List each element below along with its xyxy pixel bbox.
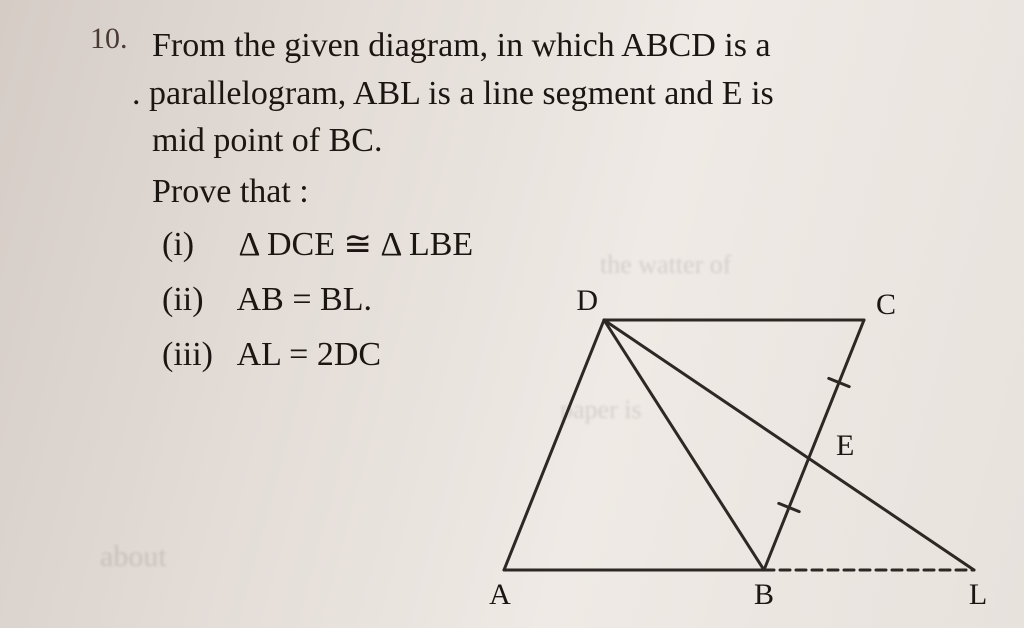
item-2-text: AB = BL.	[237, 281, 372, 318]
question-line-2-inner: parallelogram, ABL is a line segment and…	[149, 75, 774, 112]
question-line-3: mid point of BC.	[152, 122, 382, 159]
bleed-text-3: about	[100, 540, 167, 574]
svg-text:C: C	[876, 288, 896, 321]
geometry-diagram: D C E A B L	[474, 280, 994, 610]
item-3-text: AL = 2DC	[237, 336, 381, 373]
item-1-roman: (i)	[162, 219, 230, 270]
item-3-roman: (iii)	[162, 329, 230, 380]
question-number: 10.	[90, 22, 128, 56]
svg-text:D: D	[576, 284, 598, 317]
diagram-labels: D C E A B L	[489, 284, 987, 611]
svg-text:B: B	[754, 578, 774, 611]
question-line-2: . parallelogram, ABL is a line segment a…	[132, 75, 774, 112]
question-text: From the given diagram, in which ABCD is…	[152, 18, 994, 165]
item-2-roman: (ii)	[162, 274, 230, 325]
svg-text:L: L	[969, 578, 987, 611]
diagram-lines	[504, 320, 974, 570]
item-1: (i) Δ DCE ≅ Δ LBE	[162, 219, 994, 270]
item-1-text: Δ DCE ≅ Δ LBE	[239, 226, 474, 263]
diagram-svg: D C E A B L	[474, 280, 994, 610]
prove-label: Prove that :	[152, 173, 994, 211]
question-line-1: From the given diagram, in which ABCD is…	[152, 27, 771, 64]
svg-text:E: E	[836, 429, 854, 462]
svg-text:A: A	[489, 578, 511, 611]
page: 10. From the given diagram, in which ABC…	[0, 0, 1024, 628]
